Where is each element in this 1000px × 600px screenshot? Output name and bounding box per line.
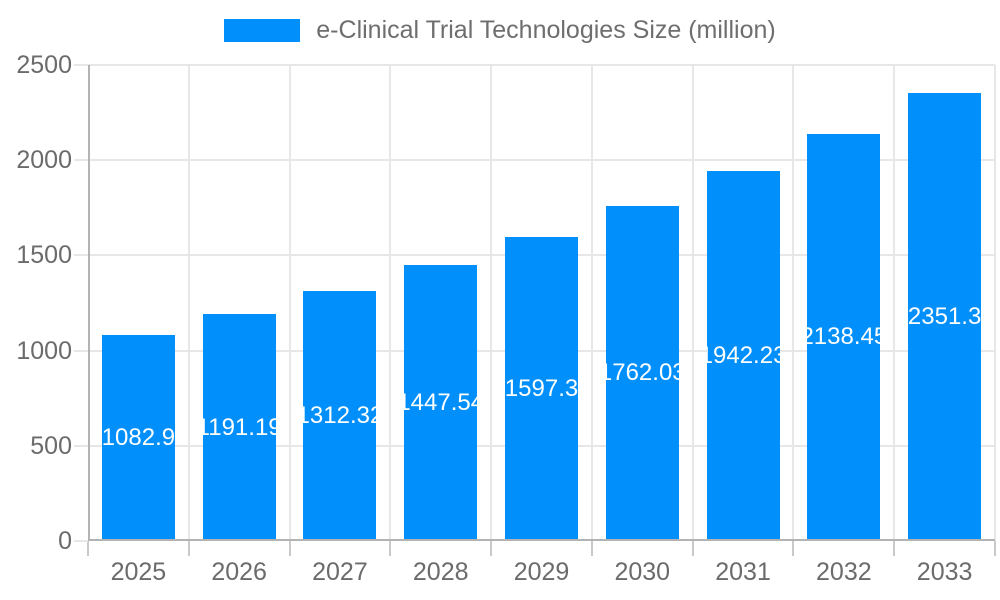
x-tick-label: 2027 — [312, 558, 368, 586]
y-axis-tick — [74, 444, 88, 447]
x-axis-tick — [288, 541, 291, 556]
bar-2026[interactable]: 1191.19 — [202, 314, 276, 541]
v-gridline — [691, 65, 694, 541]
bar-2025[interactable]: 1082.9 — [101, 334, 175, 541]
x-axis-line — [88, 539, 995, 541]
x-tick-label: 2032 — [816, 558, 872, 586]
x-tick-label: 2026 — [211, 558, 267, 586]
plot-area: 1082.9 1191.19 1312.32 1447.54 1597.3 1762.03… — [74, 64, 996, 556]
y-axis-tick — [74, 349, 88, 352]
y-tick-label: 1000 — [16, 336, 72, 365]
bar-2030[interactable]: 1762.03 — [605, 205, 679, 541]
bar-value-label: 1082.9 — [101, 423, 175, 451]
y-tick-label: 0 — [58, 527, 72, 555]
x-axis-tick — [994, 541, 996, 556]
x-axis-tick — [389, 541, 392, 556]
y-tick-label: 500 — [30, 431, 72, 460]
h-gridline — [88, 159, 995, 162]
bar-2028[interactable]: 1447.54 — [404, 265, 478, 541]
v-gridline — [590, 65, 593, 541]
bar-2031[interactable]: 1942.23 — [706, 171, 780, 541]
y-axis-tick — [74, 159, 88, 162]
v-gridline — [288, 65, 291, 541]
x-tick-label: 2029 — [513, 558, 570, 586]
bar-2027[interactable]: 1312.32 — [303, 291, 377, 541]
x-tick-label: 2025 — [110, 558, 167, 586]
v-gridline — [893, 65, 896, 541]
y-tick-label: 1500 — [16, 241, 72, 270]
bar-value-label: 1312.32 — [303, 402, 376, 430]
y-axis-line — [88, 65, 90, 541]
v-gridline — [389, 65, 392, 541]
v-gridline — [490, 65, 493, 541]
x-axis-tick — [187, 541, 190, 556]
v-gridline — [187, 65, 190, 541]
y-axis-tick — [74, 64, 88, 66]
bar-2033[interactable]: 2351.3 — [908, 93, 982, 541]
legend[interactable]: e-Clinical Trial Technologies Size (mill… — [0, 15, 1000, 45]
bar-value-label: 1597.3 — [505, 374, 578, 402]
x-axis-tick — [893, 541, 896, 556]
bar-value-label: 2351.3 — [908, 303, 982, 331]
y-tick-label: 2500 — [16, 51, 72, 79]
x-axis-tick — [590, 541, 593, 556]
bar-value-label: 1762.03 — [606, 359, 679, 387]
x-axis-tick — [691, 541, 694, 556]
x-tick-label: 2030 — [614, 558, 671, 586]
bar-value-label: 1447.54 — [404, 389, 477, 417]
v-gridline — [994, 65, 996, 541]
x-axis-tick — [490, 541, 493, 556]
v-gridline — [792, 65, 795, 541]
y-tick-label: 2000 — [16, 146, 72, 175]
legend-swatch-icon — [224, 18, 301, 42]
x-axis-tick — [87, 541, 89, 556]
y-axis-tick — [74, 254, 88, 257]
h-gridline — [88, 64, 995, 66]
x-tick-label: 2031 — [715, 558, 771, 586]
x-tick-label: 2033 — [916, 558, 973, 586]
bar-2029[interactable]: 1597.3 — [505, 236, 578, 541]
x-axis-tick — [792, 541, 795, 556]
bar-value-label: 1191.19 — [203, 413, 276, 441]
legend-label: e-Clinical Trial Technologies Size (mill… — [316, 16, 776, 44]
y-axis-tick — [74, 540, 88, 542]
x-tick-label: 2028 — [412, 558, 469, 586]
bar-value-label: 1942.23 — [707, 342, 780, 370]
